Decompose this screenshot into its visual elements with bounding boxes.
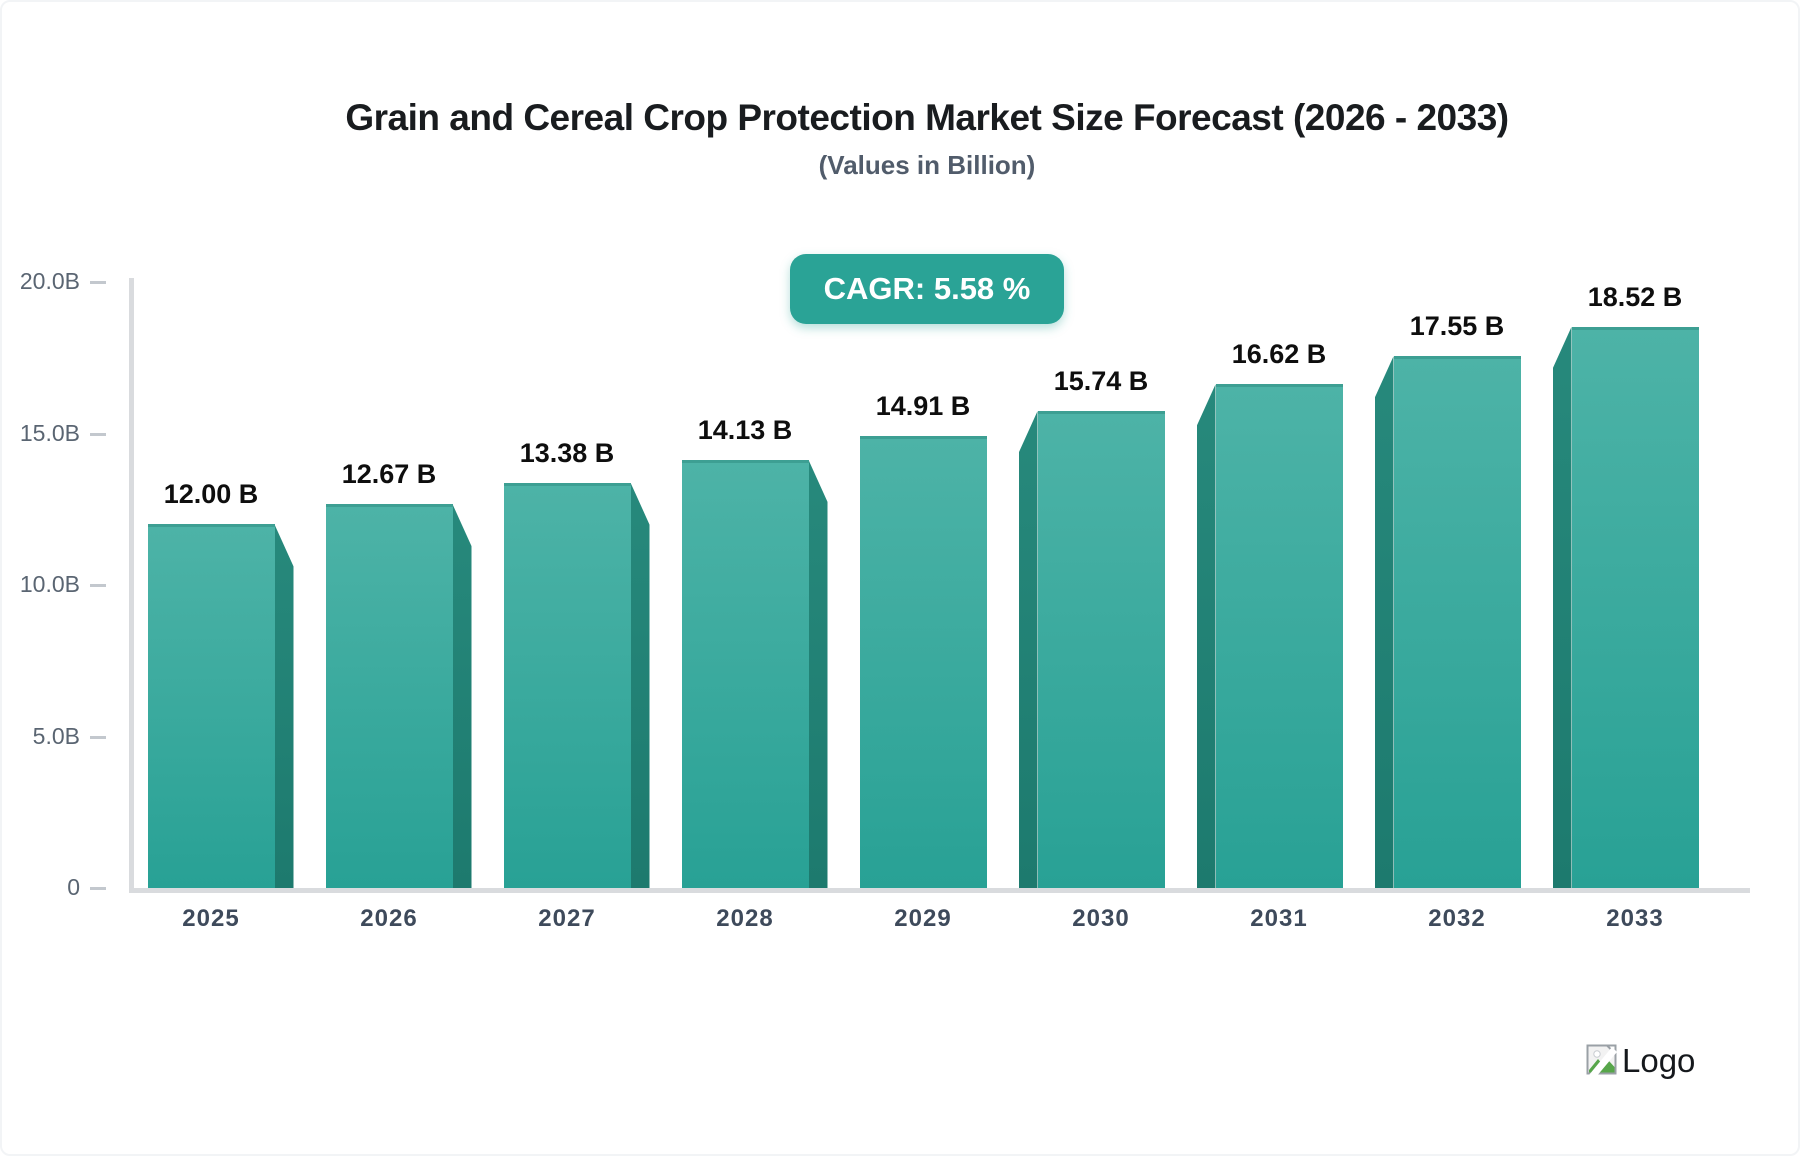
bar-2029[interactable] [859,436,987,888]
y-axis-tick [90,432,106,436]
bar-side-face [1196,384,1216,888]
x-axis-label-2029: 2029 [894,905,952,932]
y-axis-line [129,278,134,893]
bar-value-label: 12.00 B [163,479,259,510]
y-axis-tick [90,887,106,890]
bar-side-face [630,482,650,888]
bar-value-label: 12.67 B [341,459,437,490]
logo: Logo [1586,1042,1695,1080]
bar-value-label: 13.38 B [519,437,615,468]
bar-side-face [1018,411,1038,888]
x-axis-label-2032: 2032 [1428,905,1486,932]
bar-side-face [808,459,828,888]
bar-2033[interactable] [1571,326,1699,888]
x-axis-label-2028: 2028 [716,905,774,932]
broken-image-icon [1586,1044,1617,1077]
y-axis-tick [90,584,106,587]
bar-side-face [452,504,472,888]
bar-value-label: 17.55 B [1409,311,1505,342]
x-axis-line [129,888,1750,893]
x-axis-label-2033: 2033 [1606,905,1664,932]
bar-2026[interactable] [325,504,453,888]
bar-value-label: 15.74 B [1053,366,1149,397]
bar-2028[interactable] [681,459,809,888]
y-axis-tick-label: 15.0B [19,419,80,446]
bar-value-label: 18.52 B [1587,281,1683,312]
bar-value-label: 14.13 B [697,414,793,445]
y-axis-tick-label: 0 [67,874,80,900]
y-axis-tick-label: 20.0B [19,268,80,294]
x-axis-label-2025: 2025 [182,905,240,932]
x-axis-label-2027: 2027 [538,905,596,932]
logo-alt-text: Logo [1622,1042,1696,1079]
bar-side-face [1374,356,1394,888]
chart-title: Grain and Cereal Crop Protection Market … [345,97,1509,138]
y-axis-tick-label: 10.0B [19,571,80,597]
y-axis-tick [90,281,106,284]
chart-subtitle: (Values in Billion) [818,150,1036,180]
bar-2031[interactable] [1215,384,1343,888]
y-axis-tick-label: 5.0B [32,722,80,749]
x-axis-label-2031: 2031 [1250,905,1308,932]
bar-2030[interactable] [1037,411,1165,888]
bar-value-label: 16.62 B [1231,339,1327,370]
x-axis-label-2030: 2030 [1072,905,1130,932]
bar-side-face [274,524,294,888]
bar-2032[interactable] [1393,356,1521,888]
bar-2027[interactable] [503,482,631,888]
bar-2025[interactable] [147,524,275,888]
bar-value-label: 14.91 B [875,391,971,422]
bar-side-face [1552,326,1572,888]
cagr-badge: CAGR: 5.58 % [790,254,1064,324]
x-axis-label-2026: 2026 [360,905,418,932]
y-axis-tick [90,735,106,739]
